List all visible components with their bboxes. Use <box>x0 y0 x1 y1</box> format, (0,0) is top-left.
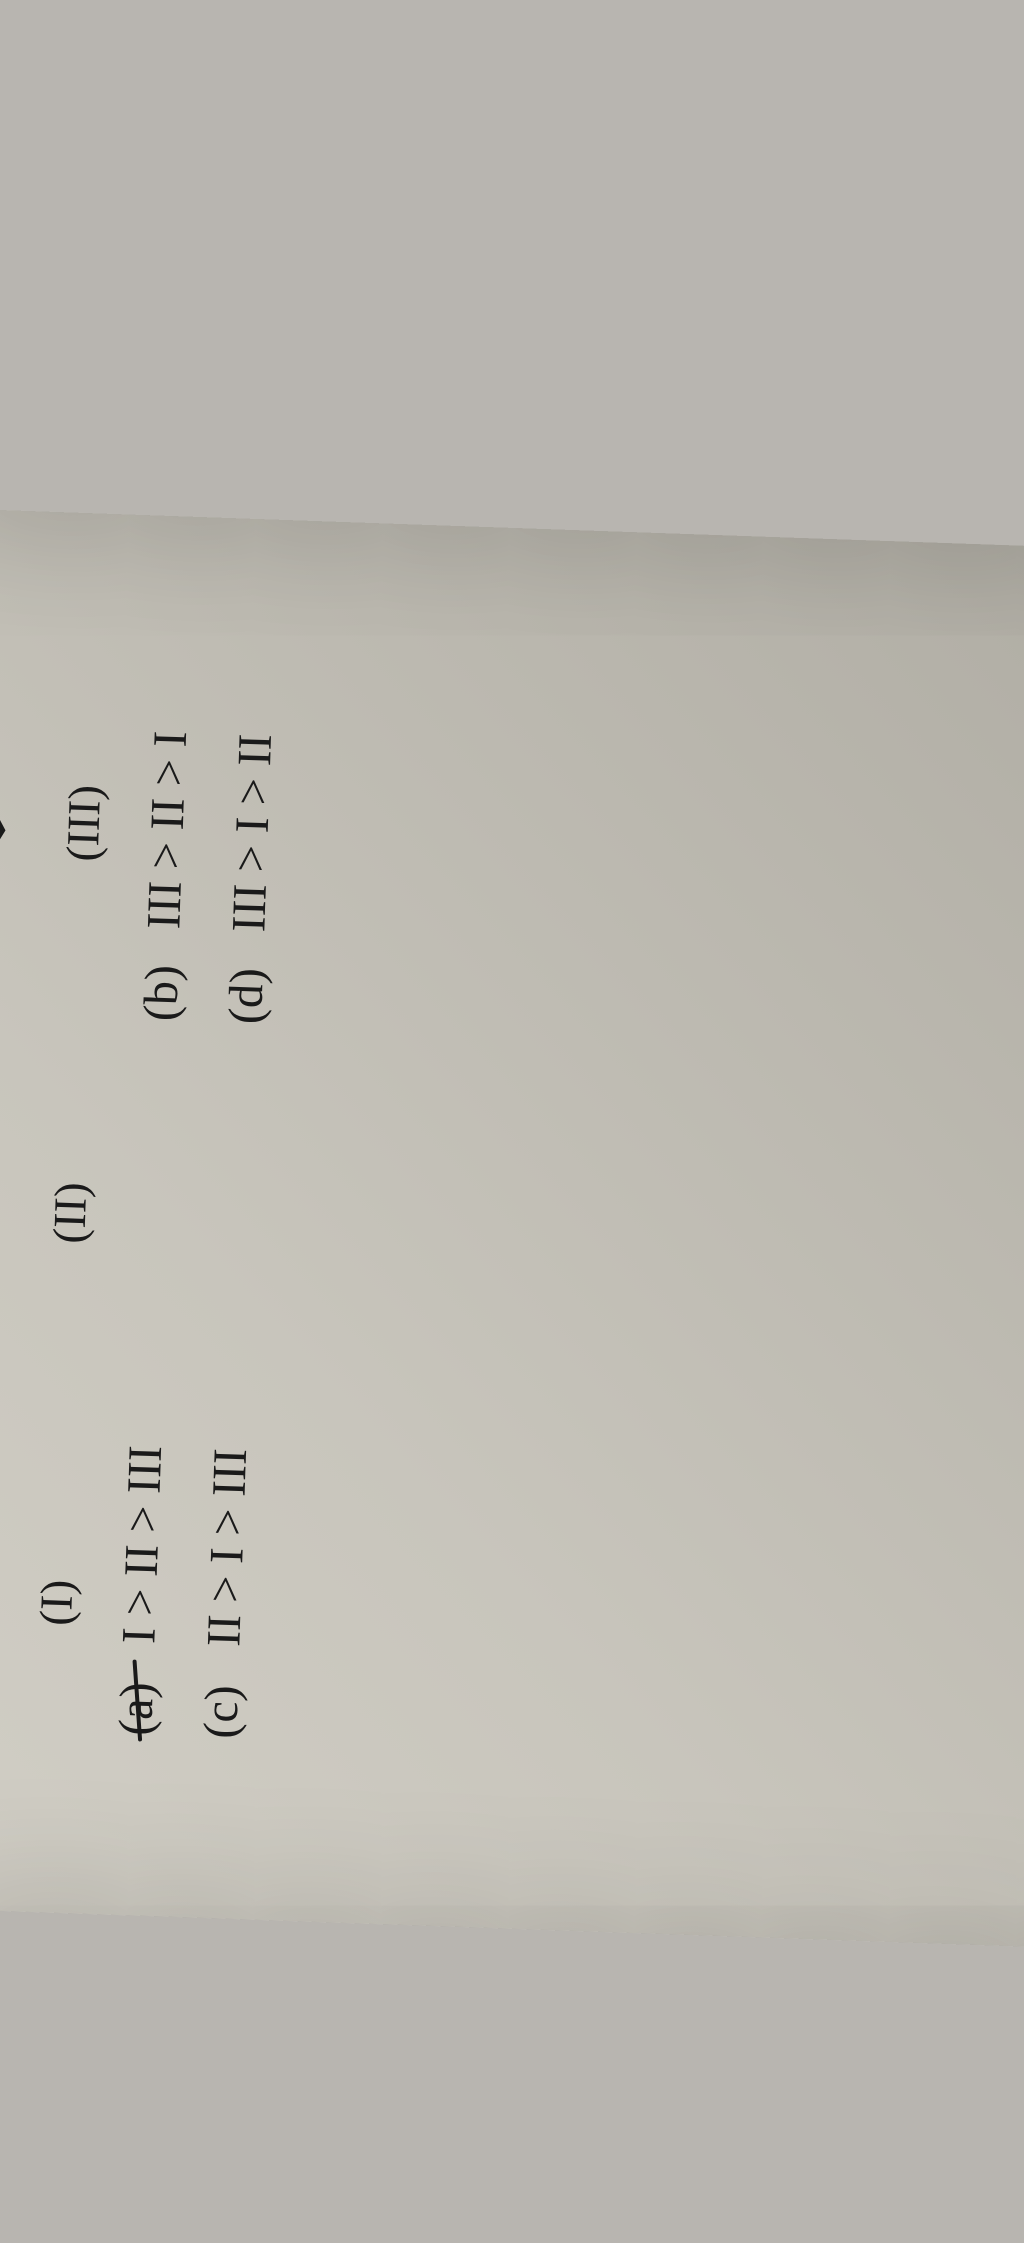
option-a[interactable]: (a) I > II > III <box>108 1300 178 1737</box>
option-d[interactable]: (d) III > I > II <box>218 588 288 1025</box>
benzene-icon: OH F <box>0 1472 19 1721</box>
molecule-roman: (III) <box>52 702 113 944</box>
option-c[interactable]: (c) II > I > III <box>193 1303 263 1740</box>
option-tag: (c) <box>193 1658 251 1740</box>
page: Level 1 Hydrogen Bond 1. The correct ord… <box>0 485 1024 1975</box>
molecule-2: OH Cl (II) <box>0 1082 100 1333</box>
option-tag: (d) <box>218 943 276 1025</box>
molecule-row: OH F (I) OH Cl (II) OH <box>0 573 118 1724</box>
molecule-roman: (II) <box>39 1092 100 1334</box>
option-text: II > I > III <box>197 1448 257 1648</box>
benzene-icon: OH Br <box>0 693 47 942</box>
option-text: I > II > III <box>112 1445 172 1645</box>
options-grid: (a) I > II > III (b) III > II > I (c) II… <box>108 585 288 1739</box>
molecule-1: OH F (I) <box>0 1472 86 1723</box>
option-text: III > I > II <box>222 733 282 933</box>
option-text: III > II > I <box>137 730 197 930</box>
option-tag: (b) <box>133 940 191 1022</box>
benzene-icon: OH Cl <box>0 1082 33 1331</box>
molecule-3: OH Br (III) <box>0 693 114 944</box>
option-b[interactable]: (b) III > II > I <box>133 585 203 1022</box>
molecule-roman: (I) <box>25 1482 86 1724</box>
